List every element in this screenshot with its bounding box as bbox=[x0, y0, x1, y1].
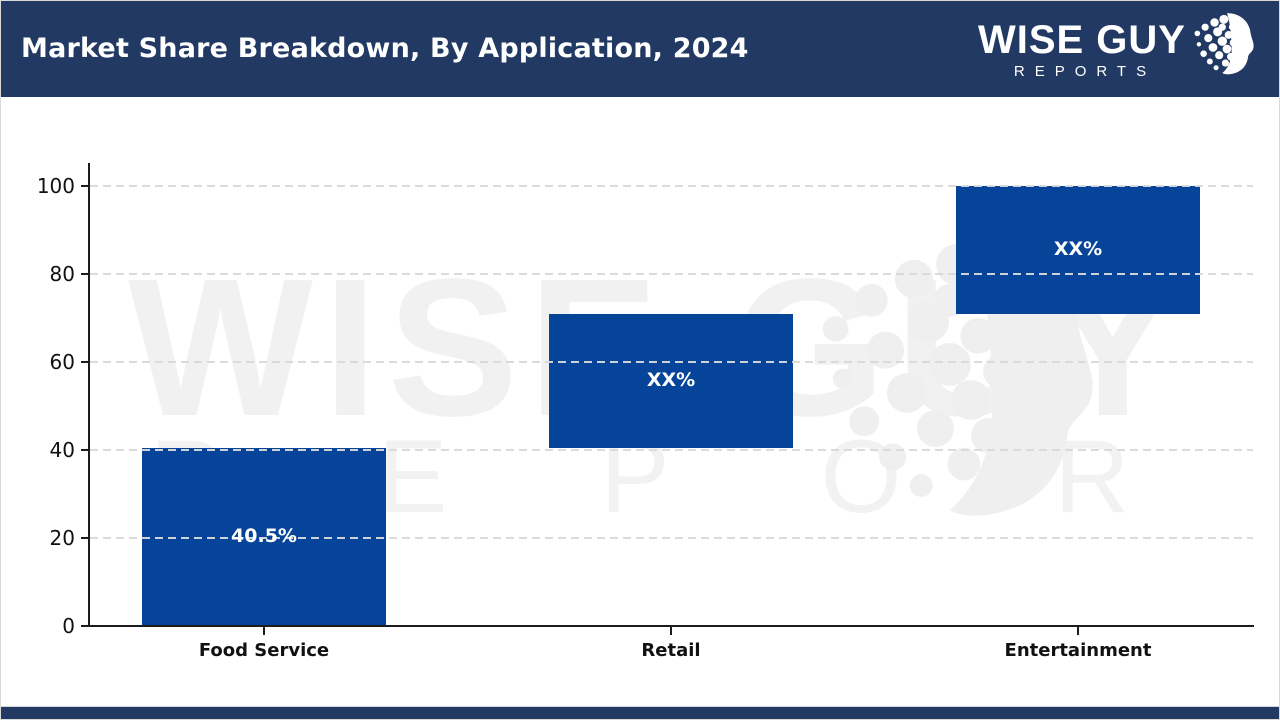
bar-retail bbox=[549, 313, 793, 448]
y-tick-label-40: 40 bbox=[49, 438, 75, 462]
x-category-label: Entertainment bbox=[1004, 640, 1152, 661]
gridline-60 bbox=[90, 361, 1253, 363]
logo-face-icon bbox=[1194, 13, 1254, 75]
gridline-40 bbox=[90, 449, 1253, 451]
chart-title: Market Share Breakdown, By Application, … bbox=[21, 33, 749, 64]
y-tick-60 bbox=[81, 361, 89, 363]
y-tick-label-100: 100 bbox=[36, 174, 75, 198]
y-tick-20 bbox=[81, 537, 89, 539]
x-tick-2 bbox=[1077, 627, 1079, 635]
x-axis-line bbox=[88, 625, 1254, 627]
logo-wordmark: WISE GUY bbox=[977, 17, 1186, 62]
y-tick-label-60: 60 bbox=[49, 350, 75, 374]
y-tick-0 bbox=[81, 625, 89, 627]
footer-bar bbox=[0, 706, 1280, 720]
wise-guy-reports-logo: WISE GUY REPORTS bbox=[978, 6, 1266, 92]
x-tick-0 bbox=[263, 627, 265, 635]
x-category-label: Retail bbox=[641, 640, 701, 661]
y-tick-80 bbox=[81, 273, 89, 275]
gridline-20 bbox=[90, 537, 1253, 539]
y-tick-100 bbox=[81, 185, 89, 187]
y-tick-40 bbox=[81, 449, 89, 451]
bar-value-label: XX% bbox=[646, 368, 696, 391]
y-tick-label-80: 80 bbox=[49, 262, 75, 286]
gridline-80 bbox=[90, 273, 1253, 275]
header-bar: Market Share Breakdown, By Application, … bbox=[0, 0, 1280, 97]
bar-entertainment bbox=[956, 186, 1200, 314]
x-category-label: Food Service bbox=[198, 640, 330, 661]
bar-value-label: 40.5% bbox=[231, 524, 297, 547]
x-tick-1 bbox=[670, 627, 672, 635]
bar-food-service bbox=[142, 447, 386, 626]
gridline-100 bbox=[90, 185, 1253, 187]
y-axis-line bbox=[88, 163, 90, 627]
logo-reports-text: REPORTS bbox=[1013, 62, 1157, 80]
y-tick-label-0: 0 bbox=[62, 614, 75, 638]
logo-text: WISE GUY REPORTS bbox=[978, 19, 1186, 80]
y-tick-label-20: 20 bbox=[49, 526, 75, 550]
bar-value-label: XX% bbox=[1053, 237, 1103, 260]
